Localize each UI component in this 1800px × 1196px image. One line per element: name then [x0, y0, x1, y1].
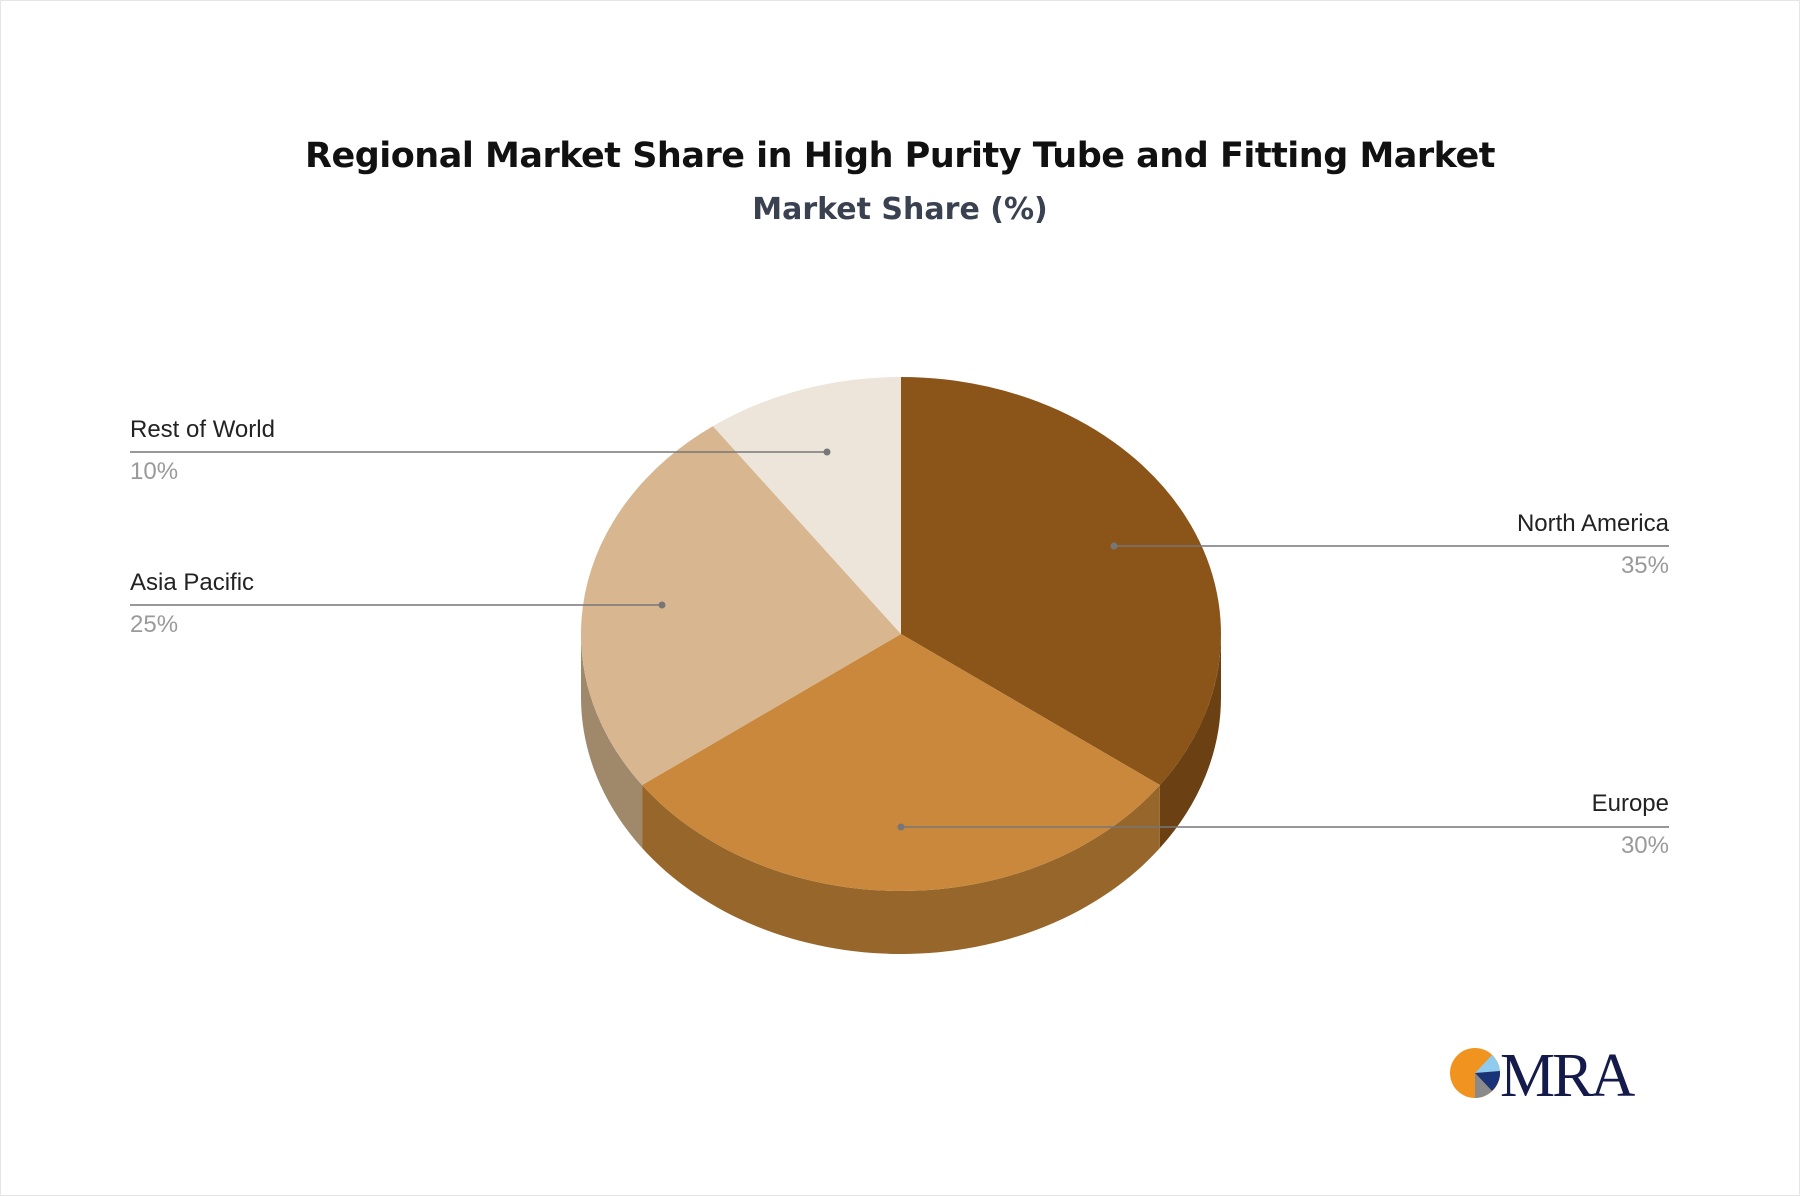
value-europe: 30%	[1620, 832, 1669, 859]
slice-asia-pacific[interactable]	[581, 426, 901, 786]
chart-title: Regional Market Share in High Purity Tub…	[305, 136, 1495, 176]
slice-rest-of-world[interactable]	[712, 377, 901, 634]
leader-dot-asia-pacific	[658, 601, 666, 609]
label-europe: Europe	[1591, 790, 1669, 817]
mra-logo: MRA	[1450, 1042, 1638, 1106]
chart-subtitle: Market Share (%)	[752, 192, 1048, 227]
value-north-america: 35%	[1620, 552, 1669, 579]
value-rest-of-world: 10%	[130, 458, 179, 485]
side-asia-pacific	[581, 634, 643, 849]
side-europe	[642, 785, 1160, 954]
svg-text:MRA: MRA	[1500, 1042, 1635, 1106]
leader-dot-rest-of-world	[823, 448, 831, 456]
label-rest-of-world: Rest of World	[130, 416, 275, 443]
leader-dot-europe	[897, 823, 905, 831]
slice-north-america[interactable]	[901, 377, 1221, 786]
label-north-america: North America	[1516, 510, 1669, 537]
side-north-america	[1159, 634, 1221, 849]
label-asia-pacific: Asia Pacific	[130, 569, 255, 596]
leader-dot-north-america	[1110, 542, 1118, 550]
value-asia-pacific: 25%	[130, 611, 179, 638]
